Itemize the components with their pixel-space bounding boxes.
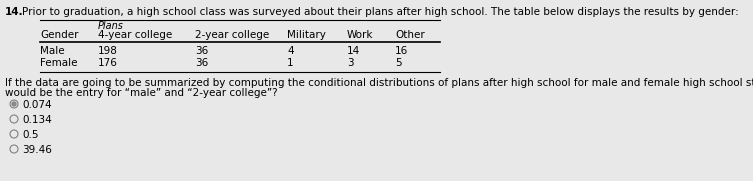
Text: Other: Other	[395, 30, 425, 40]
Text: 176: 176	[98, 58, 118, 68]
Text: 36: 36	[195, 46, 209, 56]
Text: Military: Military	[287, 30, 326, 40]
Text: Prior to graduation, a high school class was surveyed about their plans after hi: Prior to graduation, a high school class…	[22, 7, 739, 17]
Text: 0.074: 0.074	[22, 100, 52, 110]
Text: Gender: Gender	[40, 30, 78, 40]
Circle shape	[12, 102, 16, 106]
Text: Male: Male	[40, 46, 65, 56]
Text: If the data are going to be summarized by computing the conditional distribution: If the data are going to be summarized b…	[5, 78, 753, 88]
Text: 0.5: 0.5	[22, 130, 38, 140]
Text: 4-year college: 4-year college	[98, 30, 172, 40]
Text: 1: 1	[287, 58, 294, 68]
Text: 2-year college: 2-year college	[195, 30, 270, 40]
Text: 14: 14	[347, 46, 360, 56]
Text: 0.134: 0.134	[22, 115, 52, 125]
Text: 36: 36	[195, 58, 209, 68]
Text: 198: 198	[98, 46, 118, 56]
Text: 3: 3	[347, 58, 354, 68]
Text: 39.46: 39.46	[22, 145, 52, 155]
Text: 5: 5	[395, 58, 401, 68]
Text: Plans: Plans	[98, 21, 124, 31]
Text: Female: Female	[40, 58, 78, 68]
Text: 14.: 14.	[5, 7, 23, 17]
Text: Work: Work	[347, 30, 373, 40]
Text: 4: 4	[287, 46, 294, 56]
Text: 16: 16	[395, 46, 408, 56]
Text: would be the entry for “male” and “2-year college”?: would be the entry for “male” and “2-yea…	[5, 88, 278, 98]
